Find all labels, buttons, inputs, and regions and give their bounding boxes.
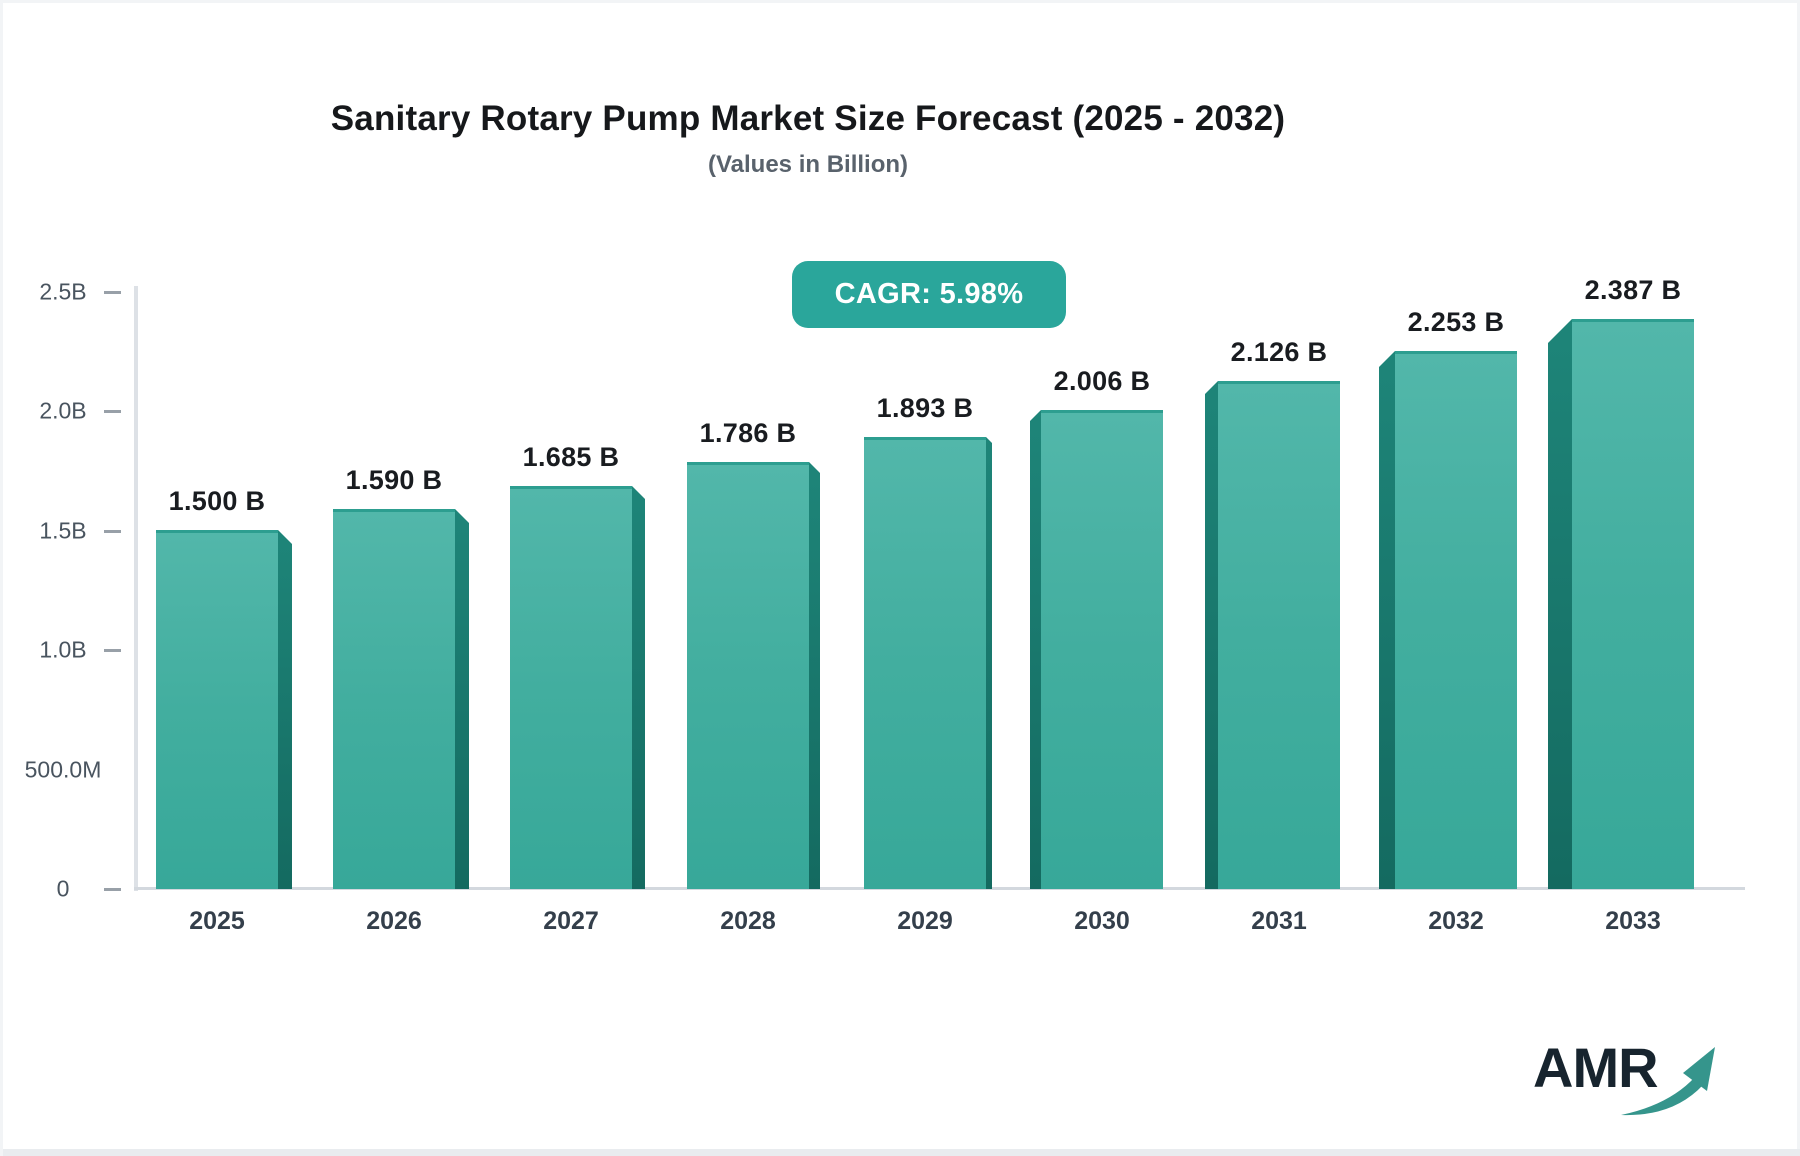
y-axis-tick-mark: [104, 649, 121, 652]
x-axis-tick-label: 2032: [1428, 907, 1484, 935]
bar-2032: [1379, 351, 1517, 889]
x-axis-tick-label: 2027: [543, 907, 599, 935]
amr-logo: AMR: [1533, 1035, 1715, 1125]
growth-arrow-icon: [1621, 1047, 1715, 1116]
x-axis-tick-label: 2029: [897, 907, 953, 935]
bar-value-label: 2.006 B: [1053, 366, 1151, 396]
bar-2029: [864, 437, 992, 889]
bar-value-label: 2.253 B: [1407, 307, 1505, 337]
y-axis-line: [134, 286, 138, 891]
bar-3d-side: [455, 509, 469, 889]
bar-3d-side: [1030, 410, 1041, 889]
bar-3d-side: [1379, 351, 1395, 889]
bar-face: [510, 486, 632, 889]
y-axis-tick-mark: [104, 410, 121, 413]
x-axis-tick-label: 2025: [189, 907, 245, 935]
bar-face: [1218, 381, 1340, 889]
bar-value-label: 1.893 B: [876, 393, 974, 423]
bar-2025: [156, 530, 292, 889]
bar-value-label: 1.500 B: [168, 486, 266, 516]
bar-face: [687, 462, 809, 889]
cagr-badge: CAGR: 5.98%: [792, 261, 1066, 328]
bar-3d-side: [632, 486, 645, 889]
chart-title: Sanitary Rotary Pump Market Size Forecas…: [330, 99, 1286, 138]
bar-2026: [333, 509, 469, 889]
x-axis-tick-label: 2031: [1251, 907, 1307, 935]
x-axis-tick-label: 2033: [1605, 907, 1661, 935]
bar-value-label: 1.590 B: [345, 465, 443, 495]
x-axis-tick-label: 2026: [366, 907, 422, 935]
y-axis-tick-mark: [104, 888, 121, 891]
y-axis-tick-label: 0: [56, 875, 70, 902]
bar-value-label: 1.685 B: [522, 442, 620, 472]
bar-face: [1395, 351, 1517, 889]
y-axis-tick-label: 500.0M: [24, 756, 102, 782]
x-axis-tick-label: 2030: [1074, 907, 1130, 935]
page-bottom-edge: [3, 1149, 1800, 1156]
amr-logo-text: AMR: [1533, 1036, 1659, 1099]
bar-face: [1572, 319, 1694, 889]
bar-2028: [687, 462, 820, 889]
bar-value-label: 1.786 B: [699, 418, 797, 448]
chart-subtitle: (Values in Billion): [707, 151, 909, 178]
y-axis-tick-label: 1.5B: [39, 517, 87, 543]
bar-3d-side: [809, 462, 820, 889]
bar-face: [864, 437, 986, 889]
y-axis-tick-mark: [104, 290, 121, 294]
bar-2031: [1205, 381, 1340, 889]
bar-value-label: 2.387 B: [1584, 275, 1682, 305]
y-axis-tick-label: 2.0B: [39, 397, 87, 424]
bar-3d-side: [1548, 319, 1572, 889]
y-axis-tick-mark: [104, 529, 121, 533]
bar-3d-side: [1205, 381, 1218, 889]
bar-2030: [1030, 410, 1163, 889]
bar-face: [333, 509, 455, 889]
bar-2033: [1548, 319, 1694, 889]
bar-3d-side: [278, 530, 292, 889]
bar-2027: [510, 486, 645, 889]
bar-value-label: 2.126 B: [1230, 337, 1328, 367]
bar-face: [156, 530, 278, 889]
y-axis-tick-label: 2.5B: [39, 278, 87, 304]
y-axis-tick-label: 1.0B: [39, 636, 87, 663]
bar-face: [1041, 410, 1163, 889]
bar-3d-side: [986, 437, 992, 889]
x-axis-tick-label: 2028: [720, 907, 776, 935]
